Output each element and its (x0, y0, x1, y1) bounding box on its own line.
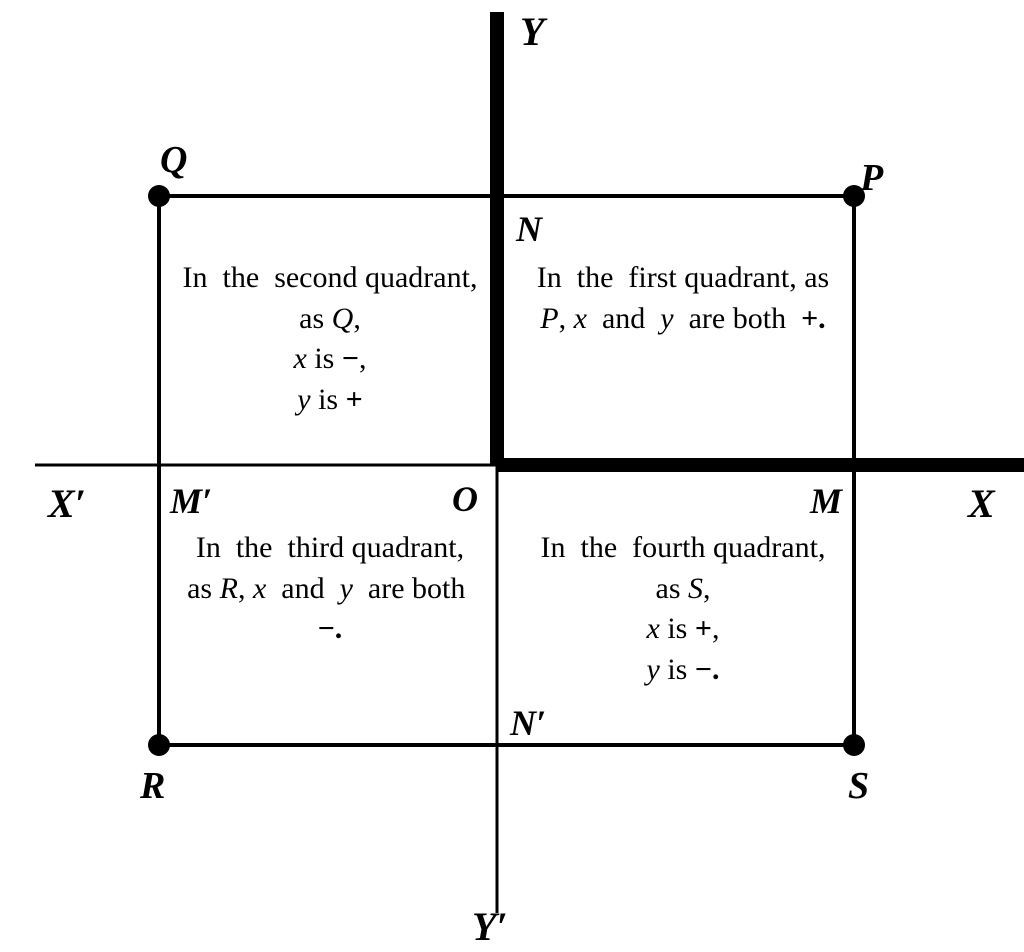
label-x-prime: X′ (48, 480, 86, 527)
quadrant-3-text: In the third quadrant, as R, x and y are… (180, 528, 480, 650)
label-y-prime: Y′ (472, 903, 508, 950)
point-s (843, 734, 865, 756)
label-p: P (860, 156, 883, 200)
label-m: M (810, 480, 842, 522)
point-r (148, 734, 170, 756)
point-q (148, 185, 170, 207)
label-x: X (968, 480, 995, 527)
quadrant-2-text: In the second quadrant, as Q,x is −,y is… (180, 258, 480, 420)
label-m-prime: M′ (170, 480, 212, 522)
label-r: R (140, 764, 165, 808)
label-s: S (848, 764, 869, 808)
quadrant-4-text: In the fourth quadrant, as S,x is +,y is… (533, 528, 833, 690)
quadrant-1-text: In the first quadrant, as P, x and y are… (533, 258, 833, 339)
label-y: Y (520, 8, 544, 55)
label-n-prime: N′ (510, 702, 546, 744)
label-o: O (452, 478, 478, 520)
label-n: N (516, 208, 542, 250)
label-q: Q (160, 138, 187, 182)
quadrant-diagram (0, 0, 1024, 952)
